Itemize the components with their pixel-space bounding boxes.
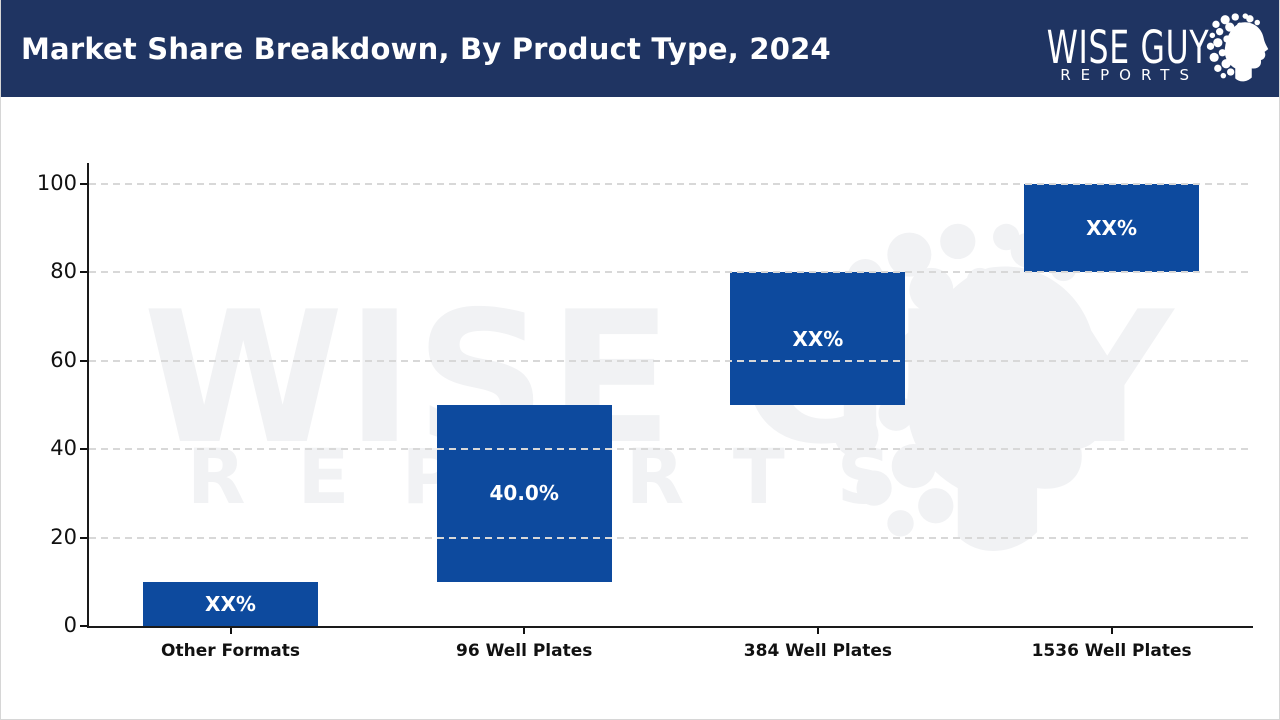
- y-tick-mark: [80, 183, 89, 185]
- x-tick-mark: [523, 628, 526, 634]
- bar-value-label: XX%: [205, 591, 256, 616]
- bar-1536-well-plates: XX%: [1024, 184, 1200, 273]
- y-tick-mark: [80, 536, 89, 539]
- y-tick-mark: [80, 448, 89, 451]
- x-tick-mark: [229, 628, 232, 634]
- x-category-label: 96 Well Plates: [456, 641, 593, 661]
- gridline: [89, 183, 1253, 185]
- bar-value-label: XX%: [1086, 216, 1138, 241]
- y-tick-label: 0: [63, 613, 77, 637]
- bar-value-label: XX%: [792, 326, 844, 351]
- bar-96-well-plates: 40.0%: [436, 405, 612, 582]
- y-tick-label: 40: [50, 436, 77, 461]
- y-tick-mark: [80, 359, 89, 362]
- x-tick-mark: [816, 628, 819, 634]
- y-tick-label: 20: [50, 524, 77, 549]
- gridline: [89, 359, 1253, 362]
- x-category-label: 1536 Well Plates: [1031, 641, 1192, 661]
- bar-other-formats: XX%: [143, 581, 318, 626]
- gridline: [89, 271, 1253, 274]
- x-tick-mark: [1110, 628, 1113, 634]
- brand-logo: WISE GUY REPORTS: [1005, 4, 1271, 94]
- x-category-label: 384 Well Plates: [743, 641, 892, 661]
- y-tick-mark: [80, 625, 89, 627]
- y-tick-label: 100: [36, 171, 77, 195]
- bar-value-label: 40.0%: [489, 481, 559, 506]
- chart-title: Market Share Breakdown, By Product Type,…: [21, 31, 831, 66]
- logo-subtext: REPORTS: [1060, 66, 1199, 84]
- y-tick-mark: [80, 271, 89, 274]
- logo-head-icon: [1206, 13, 1269, 82]
- gridline: [89, 448, 1253, 451]
- gridline: [89, 536, 1253, 539]
- y-tick-label: 80: [50, 259, 77, 284]
- x-axis-line: [87, 626, 1253, 628]
- y-tick-label: 60: [50, 347, 77, 372]
- y-axis-line: [87, 163, 89, 628]
- x-category-label: Other Formats: [161, 641, 300, 661]
- bar-384-well-plates: XX%: [730, 272, 906, 405]
- logo-wordmark: WISE GUY: [1046, 21, 1209, 74]
- header-band: Market Share Breakdown, By Product Type,…: [1, 0, 1279, 97]
